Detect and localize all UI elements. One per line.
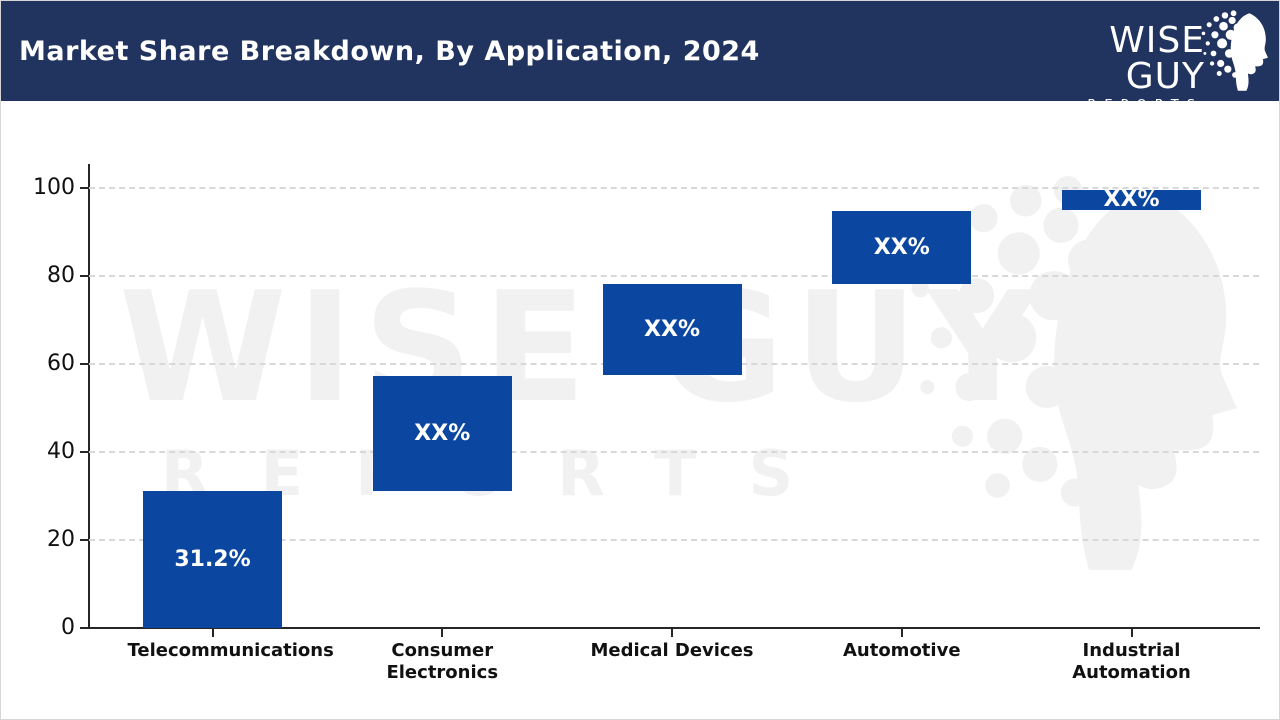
bar-medical-devices: XX% — [602, 284, 742, 376]
bar-industrial-automation: XX% — [1062, 187, 1201, 213]
category-label-industrial-automation: Industrial Automation — [1072, 640, 1191, 683]
bar-value-label-automotive: XX% — [873, 235, 930, 261]
y-tick-label-20: 20 — [47, 527, 75, 552]
category-label-telecommunications: Telecommunications — [127, 640, 334, 661]
x-tick-industrial-automation — [1130, 629, 1133, 637]
bar-value-label-consumer-electronics: XX% — [414, 420, 471, 446]
gridline-y-20 — [89, 539, 1259, 541]
y-tick-20 — [80, 539, 89, 541]
bar-telecommunications: 31.2% — [143, 490, 282, 628]
chart-title: Market Share Breakdown, By Application, … — [19, 35, 760, 67]
category-label-consumer-electronics: Consumer Electronics — [386, 640, 499, 683]
bar-value-label-industrial-automation: XX% — [1103, 187, 1160, 213]
x-tick-consumer-electronics — [441, 629, 444, 637]
gridline-y-40 — [89, 451, 1259, 453]
y-tick-0 — [80, 627, 89, 629]
y-axis-line — [88, 164, 90, 629]
logo-head-icon — [1201, 10, 1268, 91]
x-tick-medical-devices — [671, 629, 673, 637]
header-bar: Market Share Breakdown, By Application, … — [1, 1, 1279, 113]
y-tick-100 — [80, 187, 89, 189]
wise-guy-reports-logo: WISE GUY REPORTS — [1031, 7, 1271, 113]
bar-automotive: XX% — [832, 210, 972, 285]
y-tick-80 — [80, 275, 89, 277]
y-tick-60 — [80, 363, 89, 365]
y-tick-label-40: 40 — [47, 439, 75, 464]
category-label-automotive: Automotive — [842, 640, 961, 661]
y-tick-label-60: 60 — [47, 351, 75, 376]
category-label-medical-devices: Medical Devices — [590, 640, 754, 661]
y-tick-label-0: 0 — [61, 615, 75, 640]
logo-line1: WISE GUY — [1109, 20, 1205, 97]
bar-value-label-telecommunications: 31.2% — [174, 546, 251, 572]
y-tick-label-80: 80 — [47, 263, 75, 288]
bar-consumer-electronics: XX% — [372, 375, 512, 491]
x-tick-telecommunications — [211, 629, 214, 637]
logo-line2: REPORTS — [1087, 98, 1203, 113]
y-tick-label-100: 100 — [33, 175, 75, 200]
logo-wordmark: WISE GUY REPORTS — [1031, 20, 1205, 114]
y-tick-40 — [80, 451, 89, 453]
x-axis-line — [88, 627, 1260, 629]
x-tick-automotive — [900, 629, 903, 637]
gridline-y-100 — [89, 187, 1259, 189]
gridline-y-80 — [89, 275, 1259, 277]
bar-value-label-medical-devices: XX% — [644, 317, 700, 343]
